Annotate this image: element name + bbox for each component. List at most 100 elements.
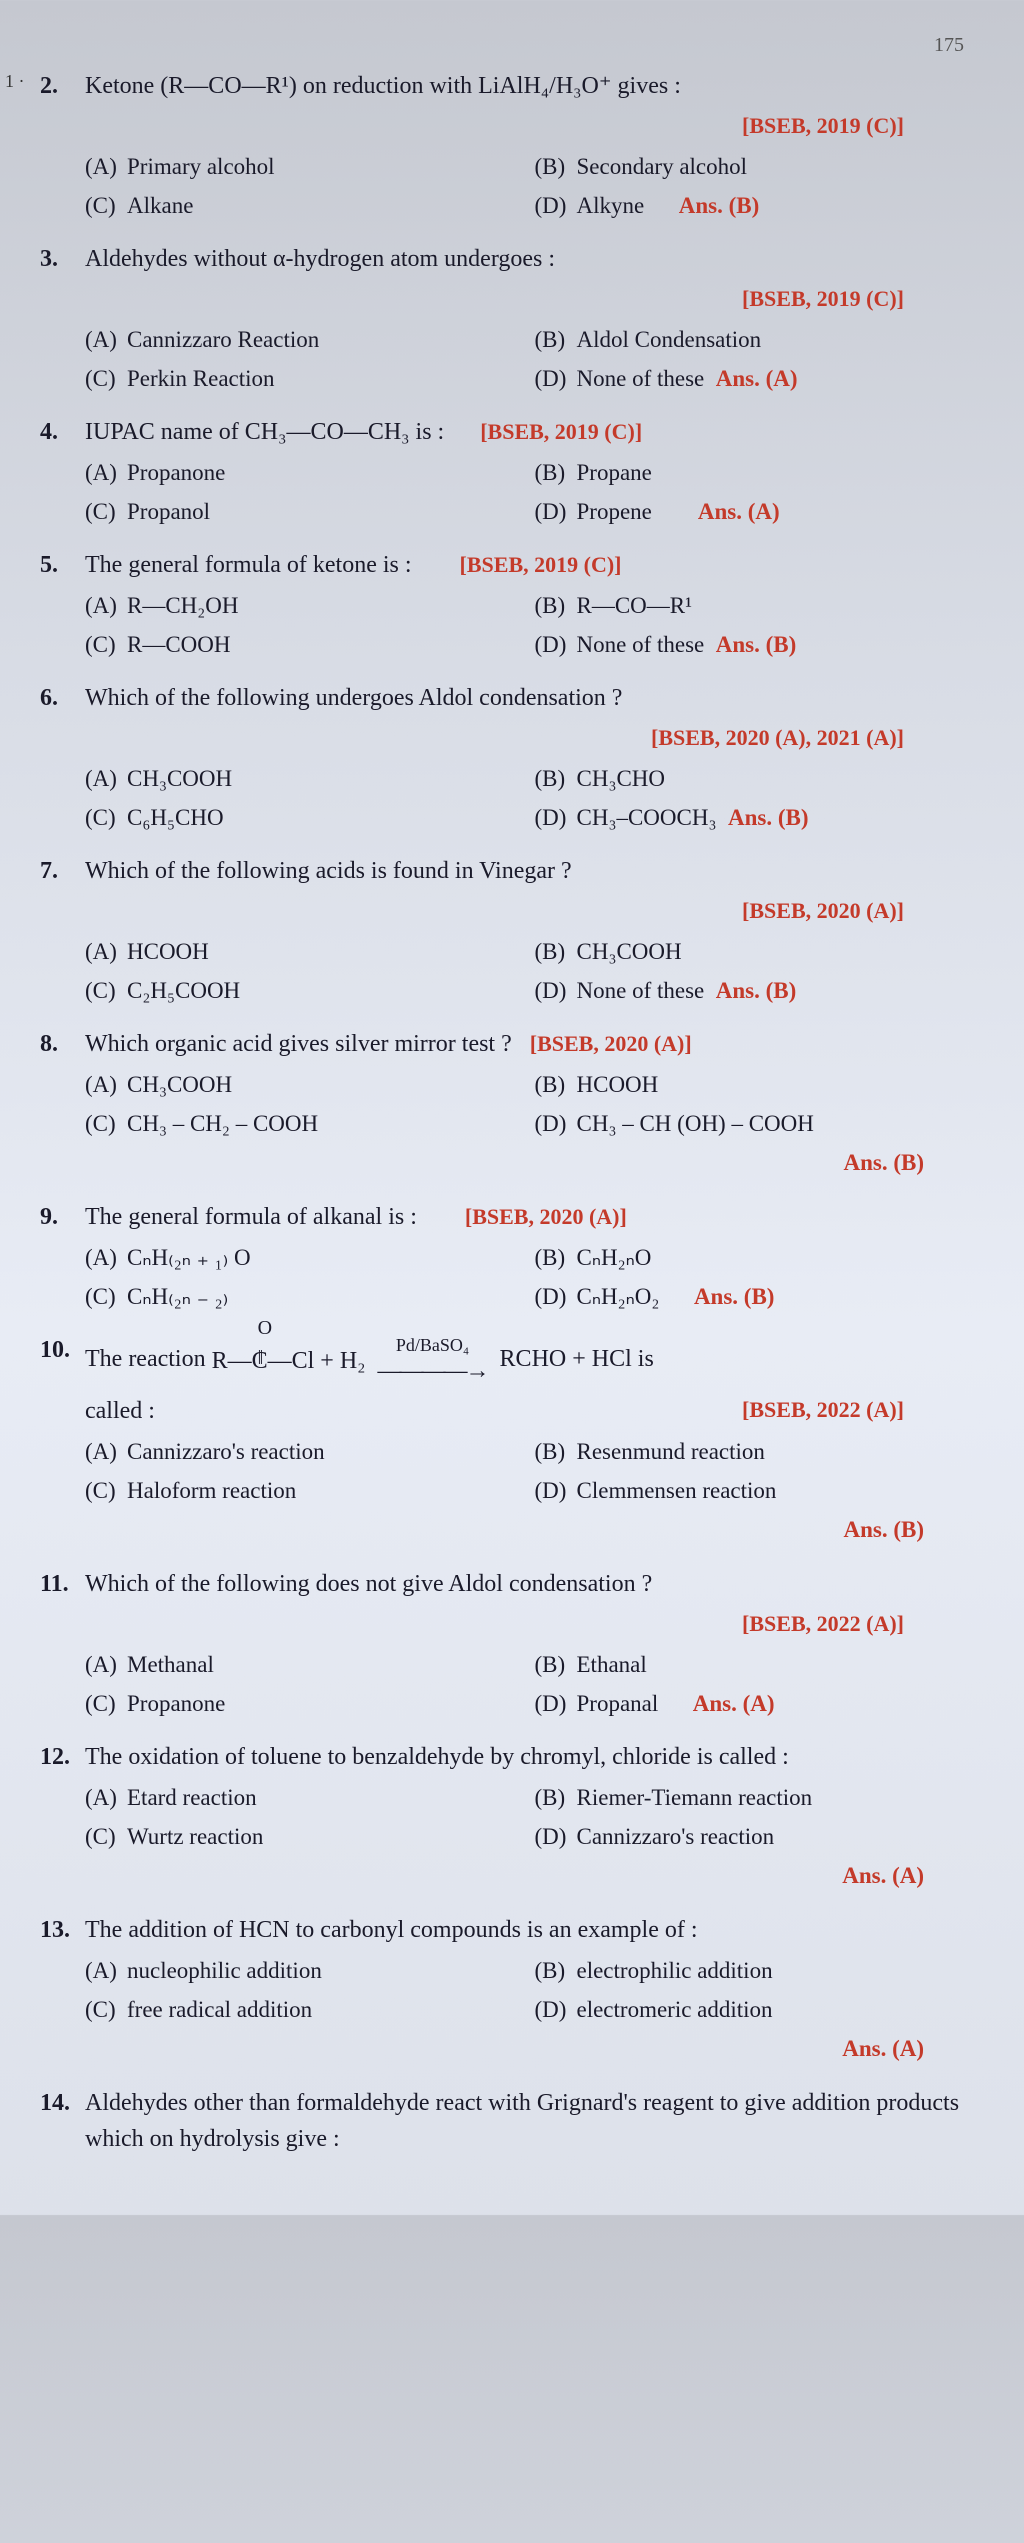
question-number: 11.: [40, 1566, 69, 1602]
question-number: 10.: [40, 1332, 70, 1368]
option-d: (D)CₙH₂ₙO₂ Ans. (B): [535, 1280, 965, 1315]
option-c: (C)Alkane: [85, 189, 515, 224]
option-c: (C)Wurtz reaction: [85, 1820, 515, 1855]
answer: Ans. (A): [716, 366, 798, 391]
question-number: 2.: [40, 68, 58, 104]
option-a: (A)Methanal: [85, 1648, 515, 1683]
option-d: (D)CH₃ – CH (OH) – COOH: [535, 1107, 965, 1142]
question-13: 13. The addition of HCN to carbonyl comp…: [85, 1912, 964, 2067]
exam-tag: [BSEB, 2019 (C)]: [742, 113, 904, 138]
exam-tag: [BSEB, 2020 (A)]: [742, 898, 904, 923]
reaction-oxygen: O‖: [258, 1313, 272, 1373]
option-b: (B)CH₃CHO: [535, 762, 965, 797]
question-3: 3. Aldehydes without α-hydrogen atom und…: [85, 241, 964, 396]
exam-tag: [BSEB, 2020 (A)]: [465, 1204, 627, 1229]
option-a: (A)R—CH₂OH: [85, 589, 515, 624]
question-text: The addition of HCN to carbonyl compound…: [85, 1912, 964, 1948]
option-c: (C)C₆H₅CHO: [85, 801, 515, 836]
question-text: Ketone (R—CO—R¹) on reduction with LiAlH…: [85, 68, 964, 104]
page-number: 175: [85, 30, 964, 60]
question-text: The general formula of alkanal is : [BSE…: [85, 1199, 964, 1235]
option-c: (C)C₂H₅COOH: [85, 974, 515, 1009]
reaction-arrow: Pd/BaSO₄ ————→: [378, 1332, 488, 1389]
question-number: 12.: [40, 1739, 70, 1775]
option-b: (B)CH₃COOH: [535, 935, 965, 970]
option-a: (A)Primary alcohol: [85, 150, 515, 185]
exam-tag: [BSEB, 2019 (C)]: [480, 419, 642, 444]
question-text: Which of the following does not give Ald…: [85, 1566, 964, 1602]
question-number: 5.: [40, 547, 58, 583]
question-7: 7. Which of the following acids is found…: [85, 853, 964, 1008]
question-6: 6. Which of the following undergoes Aldo…: [85, 680, 964, 835]
question-number: 3.: [40, 241, 58, 277]
question-text: Aldehydes without α-hydrogen atom underg…: [85, 241, 964, 277]
question-4: 4. IUPAC name of CH₃—CO—CH₃ is : [BSEB, …: [85, 414, 964, 529]
option-d: (D)Alkyne Ans. (B): [535, 189, 965, 224]
question-14: 14. Aldehydes other than formaldehyde re…: [85, 2085, 964, 2157]
option-c: (C)free radical addition: [85, 1993, 515, 2028]
option-c: (C)R—COOH: [85, 628, 515, 663]
question-text: Which organic acid gives silver mirror t…: [85, 1026, 964, 1062]
exam-tag: [BSEB, 2022 (A)]: [742, 1393, 904, 1429]
question-8: 8. Which organic acid gives silver mirro…: [85, 1026, 964, 1181]
question-5: 5. The general formula of ketone is : [B…: [85, 547, 964, 662]
option-b: (B)Resenmund reaction: [535, 1435, 965, 1470]
option-c: (C)Propanol: [85, 495, 515, 530]
option-a: (A)CₙH₍₂ₙ ₊ ₁₎ O: [85, 1241, 515, 1276]
option-a: (A)Cannizzaro's reaction: [85, 1435, 515, 1470]
option-b: (B)Ethanal: [535, 1648, 965, 1683]
question-text: The reaction O‖ R—C—Cl + H₂ Pd/BaSO₄ ———…: [85, 1332, 964, 1389]
question-10: 10. The reaction O‖ R—C—Cl + H₂ Pd/BaSO₄…: [85, 1332, 964, 1548]
answer: Ans. (A): [693, 1691, 775, 1716]
option-b: (B)electrophilic addition: [535, 1954, 965, 1989]
answer: Ans. (B): [679, 193, 760, 218]
answer: Ans. (A): [842, 2036, 924, 2061]
answer: Ans. (B): [843, 1150, 924, 1175]
exam-tag: [BSEB, 2019 (C)]: [742, 286, 904, 311]
answer: Ans. (A): [698, 499, 780, 524]
question-number: 13.: [40, 1912, 70, 1948]
option-c: (C)Propanone: [85, 1687, 515, 1722]
exam-tag: [BSEB, 2020 (A)]: [530, 1031, 692, 1056]
option-a: (A)Propanone: [85, 456, 515, 491]
answer: Ans. (B): [843, 1517, 924, 1542]
option-c: (C)CH₃ – CH₂ – COOH: [85, 1107, 515, 1142]
option-b: (B)Riemer-Tiemann reaction: [535, 1781, 965, 1816]
question-number: 4.: [40, 414, 58, 450]
answer: Ans. (B): [716, 978, 797, 1003]
question-text: Which of the following undergoes Aldol c…: [85, 680, 964, 716]
option-a: (A)CH₃COOH: [85, 762, 515, 797]
option-d: (D)Cannizzaro's reaction: [535, 1820, 965, 1855]
option-b: (B)HCOOH: [535, 1068, 965, 1103]
question-number: 8.: [40, 1026, 58, 1062]
question-number: 7.: [40, 853, 58, 889]
question-text: Aldehydes other than formaldehyde react …: [85, 2085, 964, 2157]
question-12: 12. The oxidation of toluene to benzalde…: [85, 1739, 964, 1894]
option-d: (D)None of these Ans. (B): [535, 974, 965, 1009]
question-number: 14.: [40, 2085, 70, 2121]
answer: Ans. (A): [842, 1863, 924, 1888]
side-mark: 1 ·: [5, 68, 25, 95]
option-d: (D)None of these Ans. (A): [535, 362, 965, 397]
option-c: (C)Haloform reaction: [85, 1474, 515, 1509]
option-c: (C)CₙH₍₂ₙ ₋ ₂₎: [85, 1280, 515, 1315]
option-b: (B)CₙH₂ₙO: [535, 1241, 965, 1276]
option-d: (D)Propanal Ans. (A): [535, 1687, 965, 1722]
exam-tag: [BSEB, 2022 (A)]: [742, 1611, 904, 1636]
option-b: (B)R—CO—R¹: [535, 589, 965, 624]
question-number: 9.: [40, 1199, 58, 1235]
option-c: (C)Perkin Reaction: [85, 362, 515, 397]
question-text: IUPAC name of CH₃—CO—CH₃ is : [BSEB, 201…: [85, 414, 964, 450]
question-9: 9. The general formula of alkanal is : […: [85, 1199, 964, 1314]
answer: Ans. (B): [728, 805, 809, 830]
question-2: 1 · 2. Ketone (R—CO—R¹) on reduction wit…: [85, 68, 964, 223]
option-d: (D)Clemmensen reaction: [535, 1474, 965, 1509]
option-b: (B)Aldol Condensation: [535, 323, 965, 358]
option-d: (D)Propene Ans. (A): [535, 495, 965, 530]
question-number: 6.: [40, 680, 58, 716]
option-a: (A)Cannizzaro Reaction: [85, 323, 515, 358]
option-a: (A)CH₃COOH: [85, 1068, 515, 1103]
answer: Ans. (B): [716, 632, 797, 657]
question-text: Which of the following acids is found in…: [85, 853, 964, 889]
answer: Ans. (B): [694, 1284, 775, 1309]
